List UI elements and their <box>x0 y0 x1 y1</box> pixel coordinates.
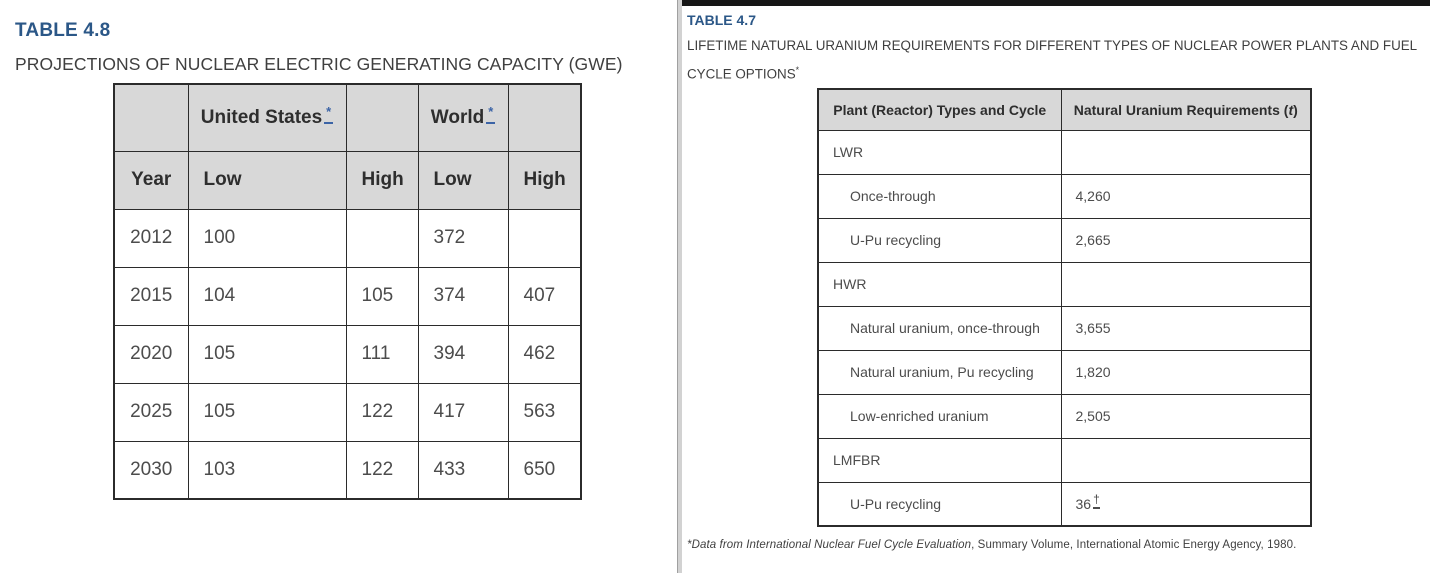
value-cell: 111 <box>345 324 419 384</box>
value-cell: 36 † <box>1060 481 1312 527</box>
table-row: 2015 104 105 374 407 <box>113 266 582 326</box>
table-row: 2030 103 122 433 650 <box>113 440 582 500</box>
value-cell: 407 <box>507 266 582 326</box>
left-page: TABLE 4.8 PROJECTIONS OF NUCLEAR ELECTRI… <box>0 0 677 573</box>
year-cell: 2025 <box>113 382 189 442</box>
value-cell: 374 <box>417 266 509 326</box>
table-row: Once-through 4,260 <box>817 173 1312 219</box>
table-4-7-label: TABLE 4.7 <box>687 12 756 28</box>
us-low-column-header: Low <box>187 150 347 210</box>
group-header-row: United States * World * <box>113 83 582 152</box>
plant-type-column-header: Plant (Reactor) Types and Cycle <box>817 88 1062 131</box>
value-cell <box>1060 129 1312 175</box>
dagger-footnote-link[interactable]: † <box>1093 492 1101 512</box>
cycle-option-cell: Low-enriched uranium <box>817 393 1062 439</box>
value-cell: 462 <box>507 324 582 384</box>
top-bar <box>682 0 1430 6</box>
value-cell <box>1060 437 1312 483</box>
table-row: U-Pu recycling 2,665 <box>817 217 1312 263</box>
table-row: LWR <box>817 129 1312 175</box>
header-spacer-cell <box>113 83 189 152</box>
cycle-option-cell: U-Pu recycling <box>817 217 1062 263</box>
year-cell: 2030 <box>113 440 189 500</box>
table-4-8-label: TABLE 4.8 <box>15 20 111 41</box>
value-cell <box>345 208 419 268</box>
value-cell: 433 <box>417 440 509 500</box>
value-cell <box>1060 261 1312 307</box>
value-cell: 372 <box>417 208 509 268</box>
value-cell: 2,665 <box>1060 217 1312 263</box>
table-row: Natural uranium, Pu recycling 1,820 <box>817 349 1312 395</box>
world-footnote-link[interactable]: * <box>486 104 496 126</box>
value-cell <box>507 208 582 268</box>
value-cell: 103 <box>187 440 347 500</box>
column-header-row: Plant (Reactor) Types and Cycle Natural … <box>817 88 1312 131</box>
value-cell: 4,260 <box>1060 173 1312 219</box>
column-header-row: Year Low High Low High <box>113 150 582 210</box>
united-states-group-header: United States * <box>187 83 347 152</box>
table-row: U-Pu recycling 36 † <box>817 481 1312 527</box>
value-cell: 105 <box>187 324 347 384</box>
capacity-table: United States * World * Year Low High Low … <box>113 83 582 500</box>
header-spacer-cell <box>507 83 582 152</box>
requirements-column-header: Natural Uranium Requirements (t) <box>1060 88 1312 131</box>
table-4-7-title: LIFETIME NATURAL URANIUM REQUIREMENTS FO… <box>687 38 1417 82</box>
value-cell: 3,655 <box>1060 305 1312 351</box>
world-low-column-header: Low <box>417 150 509 210</box>
value-cell: 100 <box>187 208 347 268</box>
table-row: LMFBR <box>817 437 1312 483</box>
cycle-option-cell: Once-through <box>817 173 1062 219</box>
table-row: Natural uranium, once-through 3,655 <box>817 305 1312 351</box>
value-cell: 650 <box>507 440 582 500</box>
table-4-8-title: PROJECTIONS OF NUCLEAR ELECTRIC GENERATI… <box>15 54 623 74</box>
reactor-category-cell: LWR <box>817 129 1062 175</box>
value-cell: 394 <box>417 324 509 384</box>
world-high-column-header: High <box>507 150 582 210</box>
right-page: TABLE 4.7 LIFETIME NATURAL URANIUM REQUI… <box>682 0 1430 573</box>
table-row: HWR <box>817 261 1312 307</box>
value-cell: 104 <box>187 266 347 326</box>
us-high-column-header: High <box>345 150 419 210</box>
cycle-option-cell: Natural uranium, Pu recycling <box>817 349 1062 395</box>
value-cell: 2,505 <box>1060 393 1312 439</box>
value-cell: 122 <box>345 382 419 442</box>
table-row: Low-enriched uranium 2,505 <box>817 393 1312 439</box>
year-cell: 2012 <box>113 208 189 268</box>
reactor-category-cell: HWR <box>817 261 1062 307</box>
world-group-header: World * <box>417 83 509 152</box>
us-footnote-link[interactable]: * <box>324 104 334 126</box>
year-cell: 2015 <box>113 266 189 326</box>
year-column-header: Year <box>113 150 189 210</box>
value-cell: 105 <box>187 382 347 442</box>
title-footnote-marker: * <box>795 65 800 75</box>
header-spacer-cell <box>345 83 419 152</box>
value-cell: 122 <box>345 440 419 500</box>
uranium-requirements-table: Plant (Reactor) Types and Cycle Natural … <box>817 88 1312 527</box>
value-cell: 1,820 <box>1060 349 1312 395</box>
value-cell: 417 <box>417 382 509 442</box>
year-cell: 2020 <box>113 324 189 384</box>
table-row: 2020 105 111 394 462 <box>113 324 582 384</box>
value-cell: 105 <box>345 266 419 326</box>
reactor-category-cell: LMFBR <box>817 437 1062 483</box>
cycle-option-cell: Natural uranium, once-through <box>817 305 1062 351</box>
table-row: 2012 100 372 <box>113 208 582 268</box>
page-divider <box>677 0 682 573</box>
source-footnote: *Data from International Nuclear Fuel Cy… <box>687 539 1297 551</box>
value-cell: 563 <box>507 382 582 442</box>
table-row: 2025 105 122 417 563 <box>113 382 582 442</box>
cycle-option-cell: U-Pu recycling <box>817 481 1062 527</box>
